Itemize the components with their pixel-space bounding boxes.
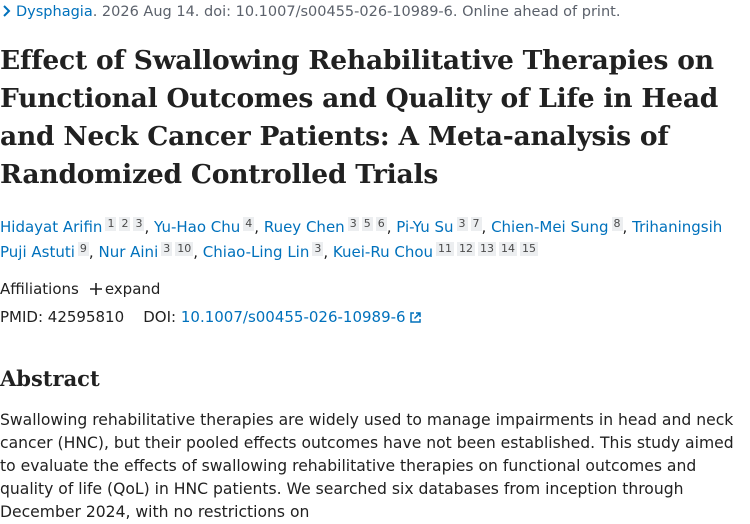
author-separator: , bbox=[88, 243, 94, 261]
article-title: Effect of Swallowing Rehabilitative Ther… bbox=[0, 45, 719, 190]
expand-toggle[interactable]: expand bbox=[104, 280, 161, 298]
page: Dysphagia. 2026 Aug 14. doi: 10.1007/s00… bbox=[0, 4, 748, 521]
author-name[interactable]: Pi-Yu Su bbox=[396, 218, 454, 236]
affiliation-number[interactable]: 14 bbox=[499, 242, 518, 256]
doi-label: DOI: bbox=[143, 308, 177, 326]
author-name[interactable]: Yu-Hao Chu bbox=[154, 218, 241, 236]
affiliation-number[interactable]: 7 bbox=[470, 217, 482, 231]
plus-icon bbox=[89, 283, 102, 295]
affiliation-number[interactable]: 9 bbox=[77, 242, 89, 256]
author-name[interactable]: Chien-Mei Sung bbox=[491, 218, 609, 236]
affiliation-number[interactable]: 3 bbox=[161, 242, 173, 256]
author-separator: , bbox=[144, 218, 150, 236]
affiliation-number[interactable]: 10 bbox=[175, 242, 194, 256]
author-name[interactable]: Nur Aini bbox=[98, 243, 159, 261]
affiliation-number[interactable]: 11 bbox=[436, 242, 455, 256]
affiliation-number[interactable]: 5 bbox=[361, 217, 373, 231]
external-link-icon bbox=[409, 312, 421, 323]
author-separator: , bbox=[622, 218, 628, 236]
affiliation-number[interactable]: 15 bbox=[520, 242, 539, 256]
author-name[interactable]: Kuei-Ru Chou bbox=[332, 243, 434, 261]
author-name[interactable]: Hidayat Arifin bbox=[0, 218, 103, 236]
affiliation-number[interactable]: 3 bbox=[347, 217, 359, 231]
affiliation-number[interactable]: 3 bbox=[312, 242, 324, 256]
doi-link[interactable]: 10.1007/s00455-026-10989-6 bbox=[180, 308, 406, 326]
affiliation-number[interactable]: 6 bbox=[375, 217, 387, 231]
affiliation-number[interactable]: 1 bbox=[105, 217, 117, 231]
citation-details: . 2026 Aug 14. doi: 10.1007/s00455-026-1… bbox=[92, 4, 621, 20]
affiliation-number[interactable]: 4 bbox=[243, 217, 255, 231]
affiliation-number[interactable]: 12 bbox=[457, 242, 476, 256]
author-name[interactable]: Ruey Chen bbox=[263, 218, 345, 236]
affiliation-number[interactable]: 13 bbox=[478, 242, 497, 256]
author-separator: , bbox=[386, 218, 392, 236]
pmid: 42595810 bbox=[47, 308, 125, 326]
affiliation-number[interactable]: 8 bbox=[611, 217, 623, 231]
author-separator: , bbox=[481, 218, 487, 236]
affiliation-number[interactable]: 2 bbox=[119, 217, 131, 231]
identifiers: PMID: 42595810 DOI: 10.1007/s00455-026-1… bbox=[0, 308, 422, 326]
author-list: Hidayat Arifin 1 2 3, Yu-Hao Chu 4, Ruey Che… bbox=[0, 215, 748, 265]
author-separator: , bbox=[193, 243, 199, 261]
affiliation-number[interactable]: 3 bbox=[456, 217, 468, 231]
affiliation-number[interactable]: 3 bbox=[133, 217, 145, 231]
journal-link[interactable]: Dysphagia bbox=[16, 4, 93, 20]
author-separator: , bbox=[254, 218, 260, 236]
author-separator: , bbox=[323, 243, 329, 261]
author-name[interactable]: Trihaningsih Puji Astuti bbox=[0, 218, 723, 261]
chevron-icon bbox=[3, 5, 11, 17]
affiliations: Affiliations expand bbox=[0, 280, 160, 298]
pmid-label: PMID: bbox=[0, 308, 44, 326]
abstract-text: Swallowing rehabilitative therapies are … bbox=[0, 411, 734, 521]
citation: Dysphagia. 2026 Aug 14. doi: 10.1007/s00… bbox=[2, 4, 620, 20]
affiliations-label: Affiliations bbox=[0, 280, 79, 298]
author-name[interactable]: Chiao-Ling Lin bbox=[202, 243, 310, 261]
abstract-heading: Abstract bbox=[0, 366, 100, 391]
